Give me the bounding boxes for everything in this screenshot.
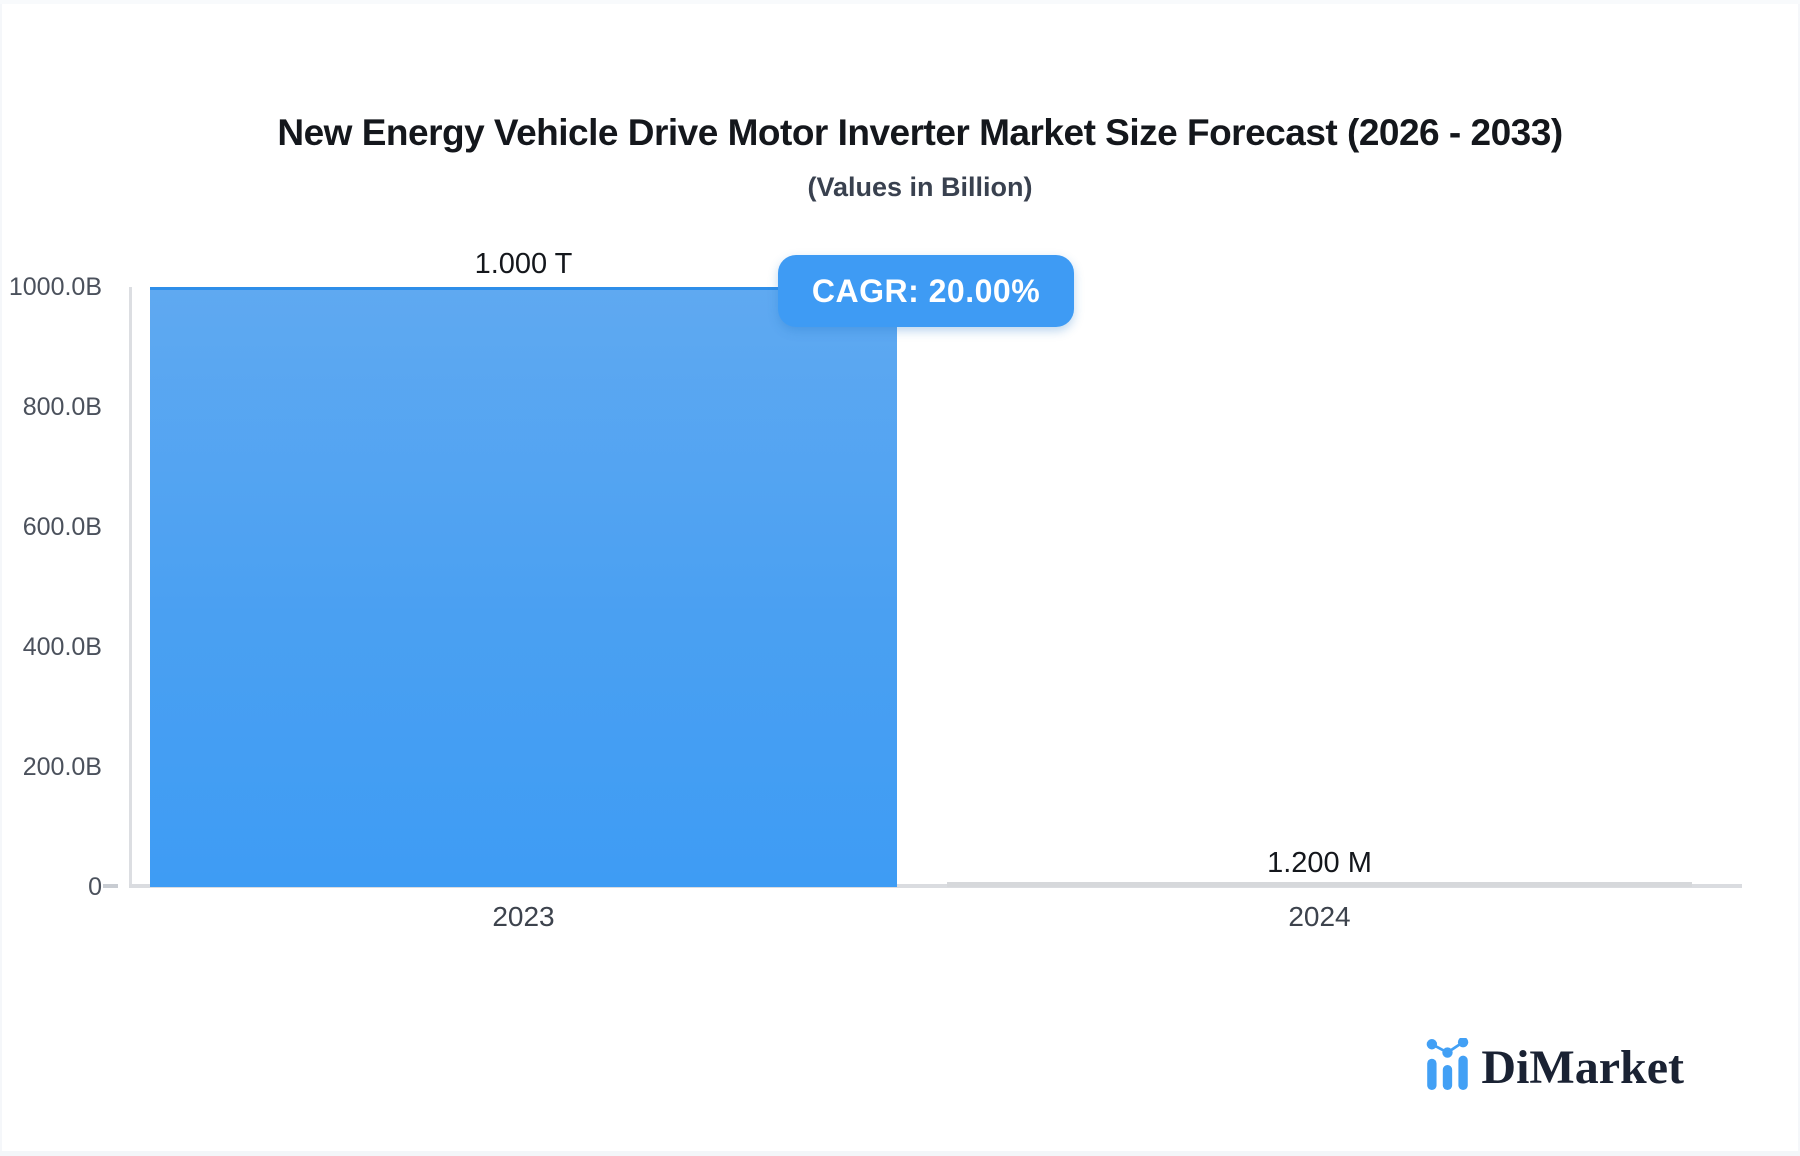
y-axis-label: 600.0B xyxy=(22,513,102,541)
cagr-badge: CAGR: 20.00% xyxy=(778,255,1074,327)
y-axis-label: 0 xyxy=(88,873,102,901)
x-axis-label-2023: 2023 xyxy=(492,901,555,932)
x-axis-label-2024: 2024 xyxy=(1288,901,1351,932)
y-axis-label: 200.0B xyxy=(22,753,102,781)
zero-tick-mark xyxy=(103,884,118,888)
dimarket-logo-text: DiMarket xyxy=(1481,1041,1684,1094)
bar-2024 xyxy=(947,882,1692,887)
chart-title: New Energy Vehicle Drive Motor Inverter … xyxy=(277,112,1563,153)
chart-subtitle: (Values in Billion) xyxy=(807,172,1033,202)
bar-value-label-2024: 1.200 M xyxy=(1267,847,1372,879)
mini-bar-line-chart-icon xyxy=(1427,1038,1469,1090)
y-axis-label: 400.0B xyxy=(22,633,102,661)
bar-2023 xyxy=(150,287,897,887)
y-axis-label: 1000.0B xyxy=(8,273,102,301)
x-axis-line xyxy=(129,884,1742,888)
bar-value-label-2023: 1.000 T xyxy=(474,248,573,280)
y-axis-line xyxy=(129,287,132,887)
y-axis-label: 800.0B xyxy=(22,393,102,421)
dimarket-logo: DiMarket xyxy=(1425,1038,1684,1092)
